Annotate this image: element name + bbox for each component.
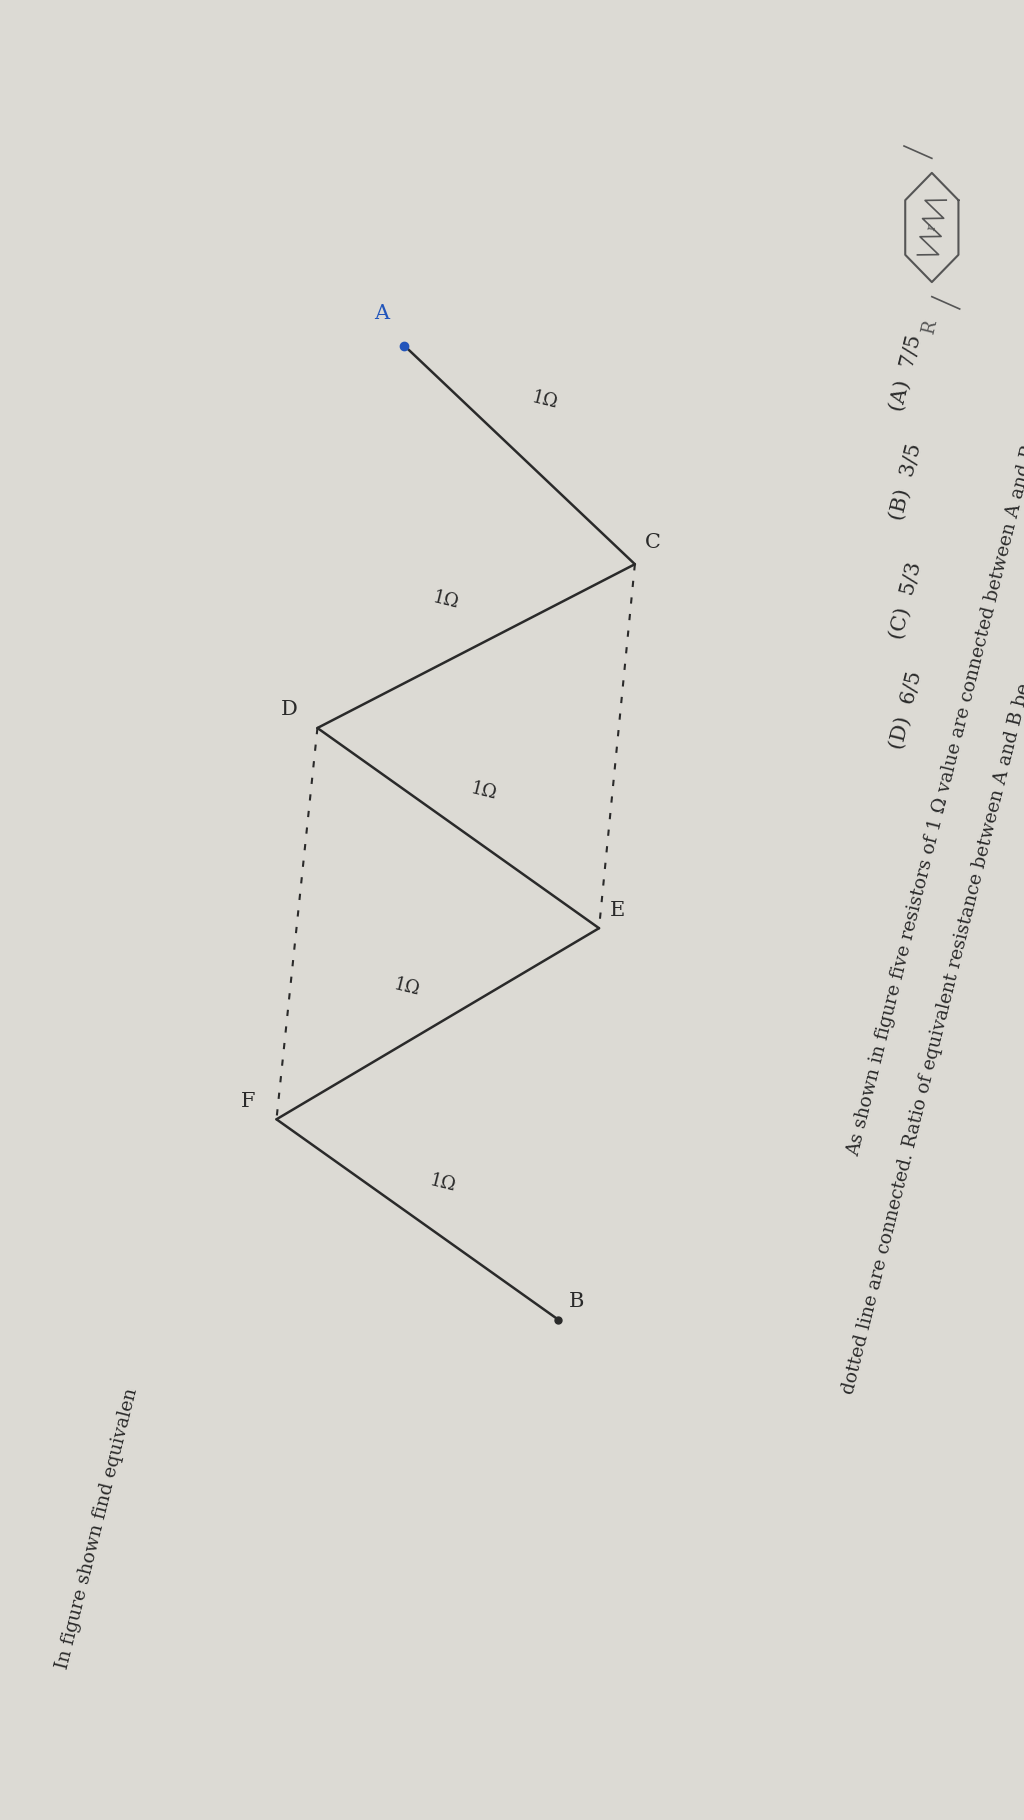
Text: dotted line are connected. Ratio of equivalent resistance between A and B be ...: dotted line are connected. Ratio of equi… (840, 642, 1024, 1396)
Text: (D)  6/5: (D) 6/5 (888, 668, 925, 752)
Text: 1Ω: 1Ω (430, 588, 461, 613)
Text: (C)  5/3: (C) 5/3 (888, 561, 925, 641)
Text: 1Ω: 1Ω (469, 779, 499, 804)
Text: (B)  3/5: (B) 3/5 (888, 442, 925, 522)
Text: R: R (920, 318, 940, 337)
Text: r: r (925, 224, 939, 231)
Text: 1Ω: 1Ω (428, 1170, 458, 1196)
Text: In figure shown find equivalen: In figure shown find equivalen (53, 1387, 141, 1671)
Text: (A)  7/5: (A) 7/5 (888, 333, 925, 413)
Text: As shown in figure five resistors of 1 Ω value are connected between A and B: As shown in figure five resistors of 1 Ω… (845, 444, 1024, 1158)
Text: B: B (568, 1292, 585, 1310)
Text: 1Ω: 1Ω (530, 388, 560, 413)
Text: A: A (375, 304, 389, 322)
Text: F: F (241, 1092, 255, 1110)
Text: D: D (281, 701, 297, 719)
Text: E: E (610, 901, 625, 919)
Text: 1Ω: 1Ω (392, 976, 422, 999)
Text: C: C (645, 533, 662, 551)
